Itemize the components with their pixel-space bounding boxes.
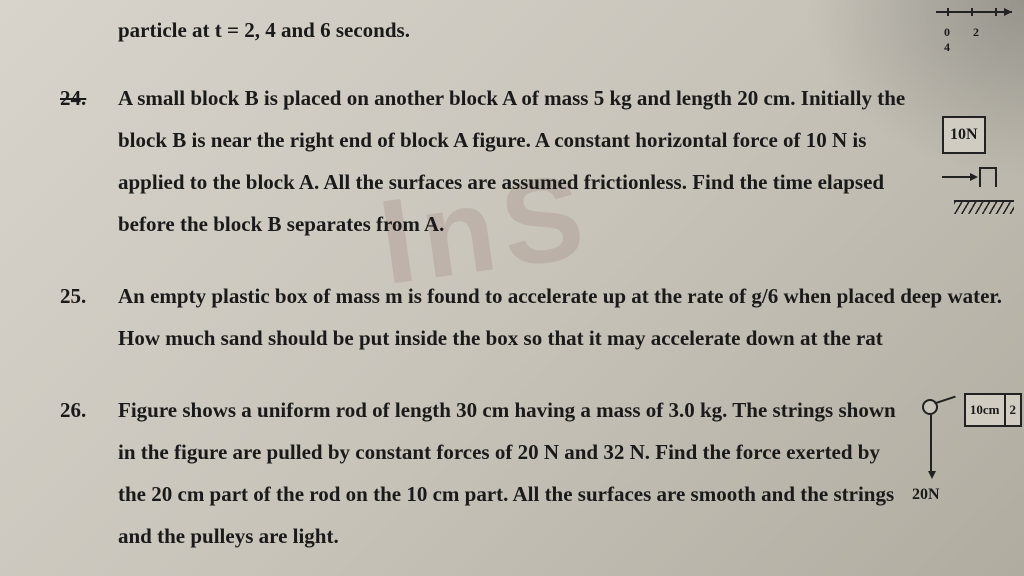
rod-segment-right: 2 xyxy=(1006,393,1023,427)
question-number-25: 25. xyxy=(60,275,118,359)
diagram-q24: 10N xyxy=(942,111,1014,245)
question-text-26: Figure shows a uniform rod of length 30 … xyxy=(118,389,910,557)
question-26: 26. Figure shows a uniform rod of length… xyxy=(60,389,1014,557)
question-24: 24. A small block B is placed on another… xyxy=(60,77,1014,245)
question-text-24: A small block B is placed on another blo… xyxy=(118,77,936,245)
block-icon xyxy=(979,167,997,187)
down-arrow-icon xyxy=(928,471,936,479)
rod-segments: 10cm 2 xyxy=(964,393,1022,427)
question-text-25: An empty plastic box of mass m is found … xyxy=(118,275,1014,359)
diagram-q26: 10cm 2 20N xyxy=(916,393,1014,557)
rod-segment-10cm: 10cm xyxy=(964,393,1006,427)
previous-question-fragment: particle at t = 2, 4 and 6 seconds. xyxy=(118,18,1014,43)
force-label-10n: 10N xyxy=(942,116,986,154)
question-25: 25. An empty plastic box of mass m is fo… xyxy=(60,275,1014,359)
string-icon xyxy=(930,415,932,473)
page-content: particle at t = 2, 4 and 6 seconds. 24. … xyxy=(0,0,1024,567)
pulley-icon xyxy=(922,399,938,415)
question-number-24: 24. xyxy=(60,77,118,245)
ground-hatch-icon xyxy=(954,200,1014,214)
question-number-26: 26. xyxy=(60,389,118,557)
force-arrow-icon xyxy=(942,176,976,178)
force-label-20n: 20N xyxy=(912,479,940,511)
